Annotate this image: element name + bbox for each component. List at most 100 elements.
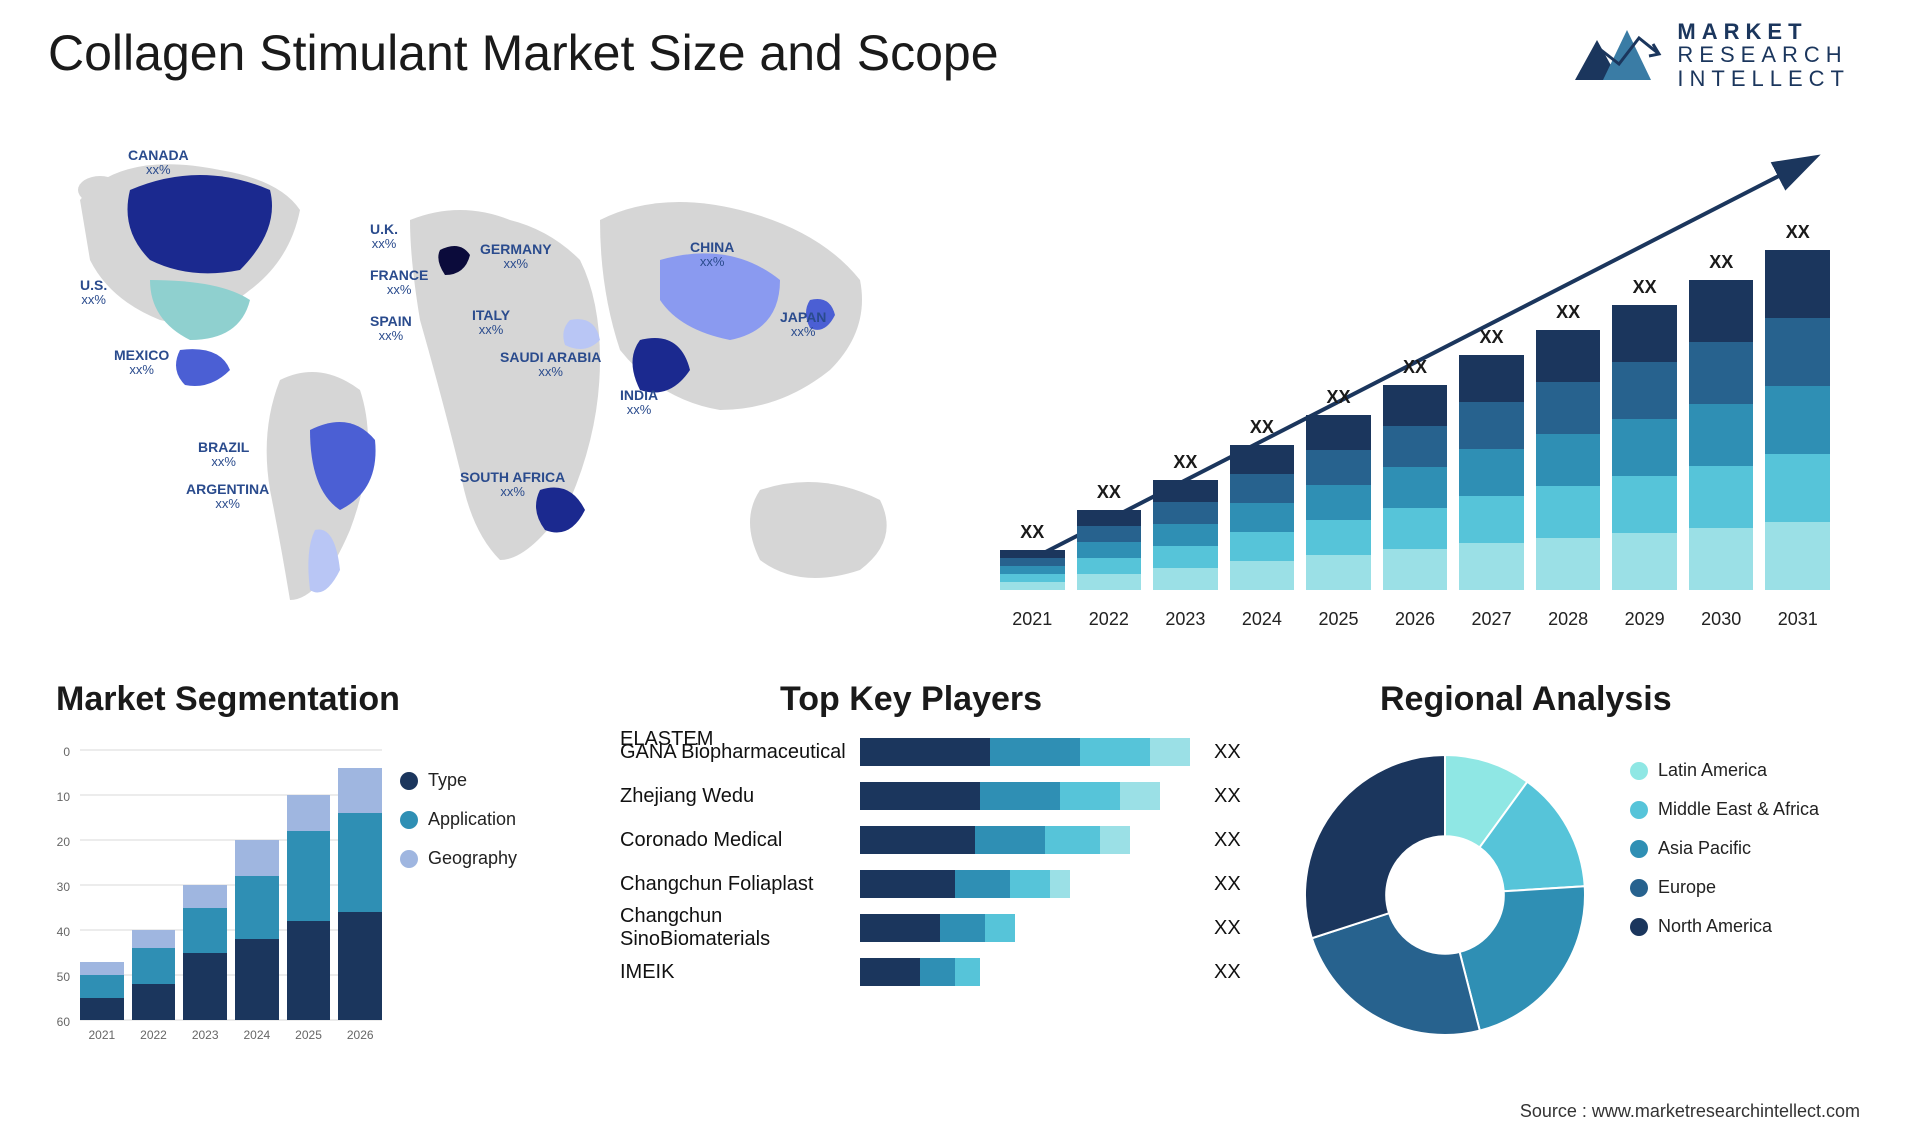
legend-label: Europe [1658,877,1716,898]
growth-bar-label: XX [1383,357,1448,378]
legend-label: Latin America [1658,760,1767,781]
seg-bar [132,930,176,1020]
growth-bar-label: XX [1459,327,1524,348]
growth-bar: XX [1689,280,1754,590]
growth-xaxis-label: 2025 [1306,609,1371,630]
seg-bar [80,962,124,1021]
map-label: JAPANxx% [780,310,826,340]
seg-xaxis-label: 2022 [132,1028,176,1042]
seg-ytick: 0 [40,745,70,759]
map-label: FRANCExx% [370,268,428,298]
legend-label: Application [428,809,516,830]
logo-mark-icon [1575,20,1665,90]
growth-bar: XX [1077,510,1142,590]
legend-swatch-icon [400,772,418,790]
legend-label: Asia Pacific [1658,838,1751,859]
seg-bar [183,885,227,1020]
map-label: ARGENTINAxx% [186,482,269,512]
map-label: MEXICOxx% [114,348,169,378]
growth-xaxis-label: 2029 [1612,609,1677,630]
growth-xaxis-label: 2031 [1765,609,1830,630]
world-map: CANADAxx%U.S.xx%MEXICOxx%BRAZILxx%ARGENT… [40,130,960,650]
growth-bar: XX [1765,250,1830,590]
seg-bar [338,768,382,1020]
player-row: Coronado Medical XX [620,818,1260,862]
player-value: XX [1214,741,1260,764]
segmentation-legend: Type Application Geography [400,770,600,887]
seg-bar [287,795,331,1020]
brand-logo: MARKET RESEARCH INTELLECT [1575,20,1850,90]
map-label: U.K.xx% [370,222,398,252]
player-row: IMEIK XX [620,950,1260,994]
seg-ytick: 40 [40,925,70,939]
segmentation-chart: 0102030405060 202120222023202420252026 [40,740,390,1050]
player-value: XX [1214,961,1260,984]
player-name: Coronado Medical [620,829,860,852]
seg-xaxis-label: 2021 [80,1028,124,1042]
player-row: Changchun SinoBiomaterialsXX [620,906,1260,950]
growth-xaxis-label: 2030 [1689,609,1754,630]
legend-swatch-icon [1630,918,1648,936]
legend-label: Type [428,770,467,791]
growth-bar: XX [1000,550,1065,590]
legend-item: Application [400,809,600,830]
growth-chart: XXXXXXXXXXXXXXXXXXXXXX 20212022202320242… [980,130,1850,630]
legend-label: North America [1658,916,1772,937]
player-value: XX [1214,873,1260,896]
segmentation-title: Market Segmentation [56,680,400,719]
growth-bar-label: XX [1077,482,1142,503]
map-label: ITALYxx% [472,308,510,338]
player-name: Zhejiang Wedu [620,785,860,808]
growth-bar: XX [1230,445,1295,590]
regional-donut [1290,740,1600,1050]
legend-swatch-icon [1630,801,1648,819]
page-title: Collagen Stimulant Market Size and Scope [48,24,999,82]
player-value: XX [1214,829,1260,852]
player-row: Zhejiang WeduXX [620,774,1260,818]
seg-ytick: 50 [40,970,70,984]
map-label: GERMANYxx% [480,242,552,272]
growth-bar: XX [1536,330,1601,590]
player-name: Changchun Foliaplast [620,873,860,896]
regional-title: Regional Analysis [1380,680,1672,719]
growth-bar: XX [1383,385,1448,590]
legend-item: Geography [400,848,600,869]
legend-swatch-icon [1630,879,1648,897]
growth-xaxis-label: 2026 [1383,609,1448,630]
legend-item: Type [400,770,600,791]
legend-label: Geography [428,848,517,869]
world-map-svg [40,130,960,650]
map-label: U.S.xx% [80,278,107,308]
seg-ytick: 60 [40,1015,70,1029]
growth-bar-label: XX [1536,302,1601,323]
donut-slice [1460,886,1585,1030]
growth-bar-label: XX [1689,252,1754,273]
growth-bar-label: XX [1765,222,1830,243]
growth-xaxis-label: 2027 [1459,609,1524,630]
regional-legend: Latin AmericaMiddle East & AfricaAsia Pa… [1630,760,1890,955]
legend-swatch-icon [1630,762,1648,780]
player-name: GANA Biopharmaceutical [620,741,860,764]
logo-line2: RESEARCH [1677,43,1850,66]
logo-line1: MARKET [1677,20,1850,43]
growth-bar-label: XX [1230,417,1295,438]
player-name: IMEIK [620,961,860,984]
legend-swatch-icon [400,811,418,829]
player-value: XX [1214,917,1260,940]
seg-xaxis-label: 2025 [287,1028,331,1042]
seg-xaxis-label: 2024 [235,1028,279,1042]
donut-slice [1312,913,1480,1035]
growth-bar-label: XX [1000,522,1065,543]
growth-xaxis-label: 2021 [1000,609,1065,630]
players-chart: GANA BiopharmaceuticalXXZhejiang WeduXXC… [620,730,1260,994]
growth-xaxis-label: 2022 [1077,609,1142,630]
logo-line3: INTELLECT [1677,67,1850,90]
legend-item: Asia Pacific [1630,838,1890,859]
growth-bar: XX [1153,480,1218,590]
seg-ytick: 30 [40,880,70,894]
map-label: SAUDI ARABIAxx% [500,350,601,380]
players-title: Top Key Players [780,680,1042,719]
growth-xaxis-label: 2028 [1536,609,1601,630]
growth-xaxis-label: 2023 [1153,609,1218,630]
map-label: CANADAxx% [128,148,189,178]
